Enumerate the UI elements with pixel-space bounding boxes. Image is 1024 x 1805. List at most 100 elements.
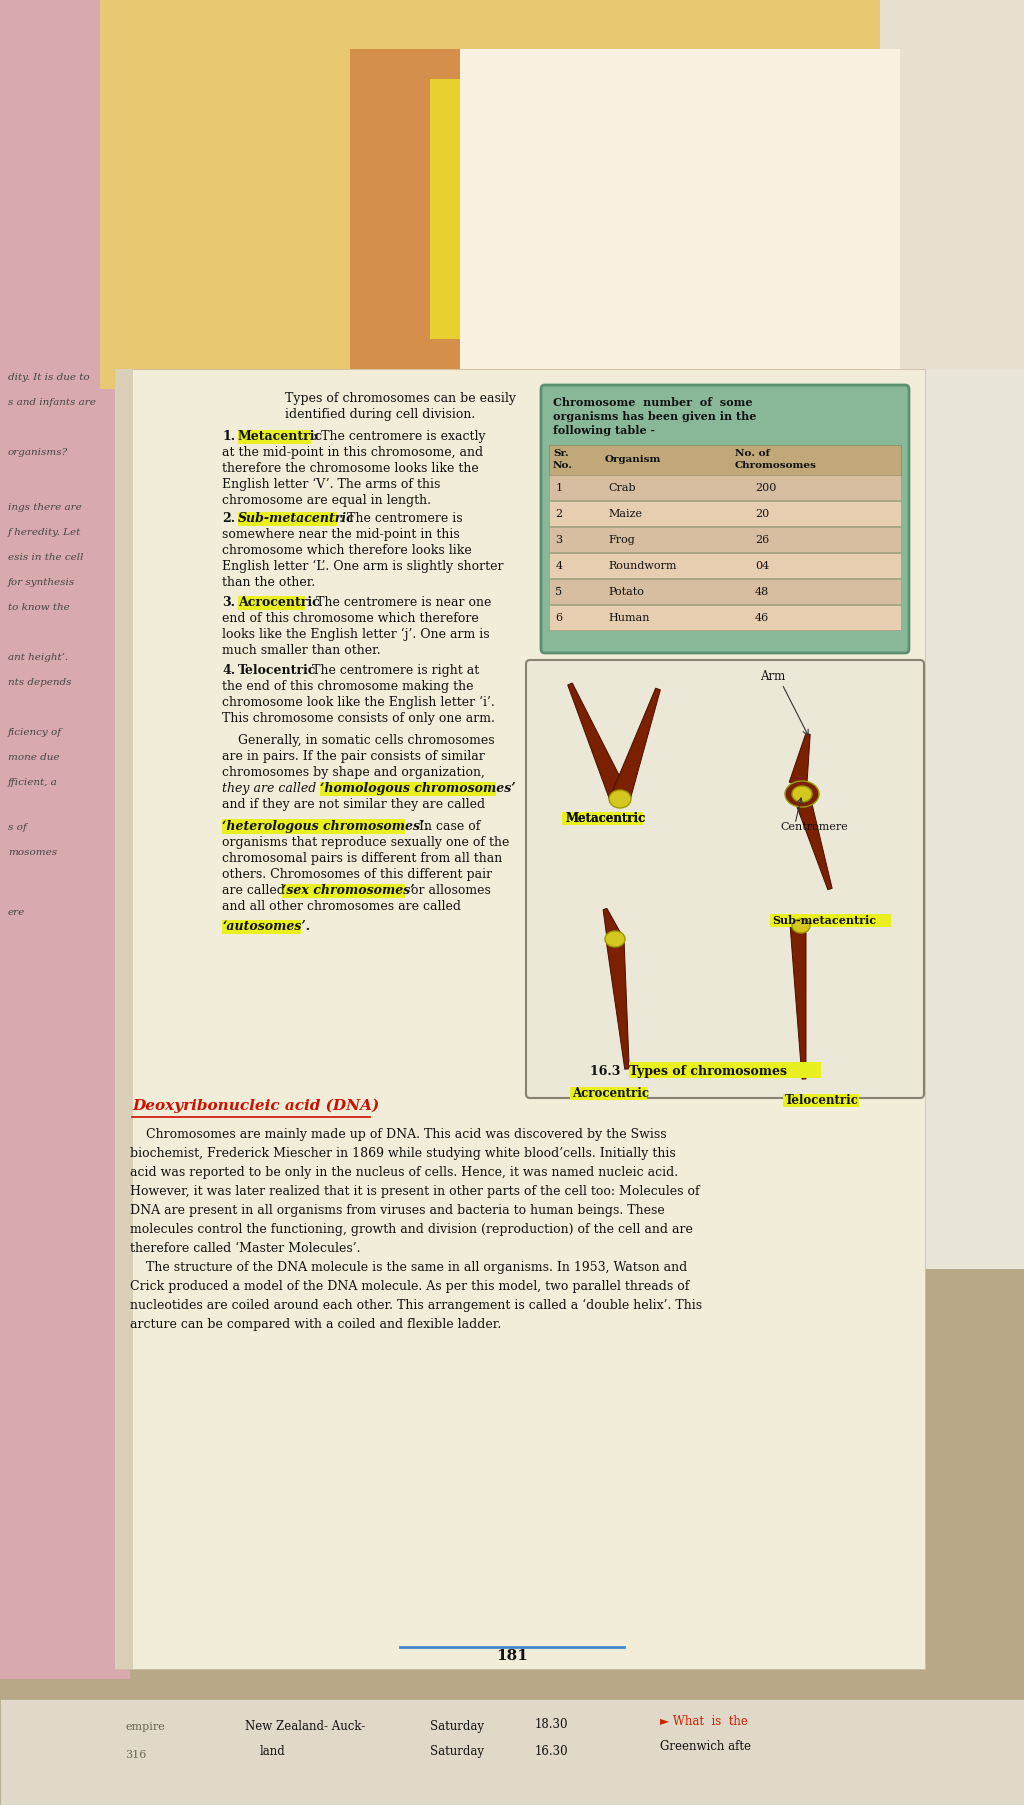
Text: 3: 3 — [555, 534, 562, 545]
Text: : The centromere is right at: : The centromere is right at — [304, 664, 479, 677]
Text: Metacentric: Metacentric — [565, 812, 645, 825]
Text: biochemist, Frederick Miescher in 1869 while studying white blood’cells. Initial: biochemist, Frederick Miescher in 1869 w… — [130, 1146, 676, 1159]
FancyBboxPatch shape — [549, 477, 901, 500]
Text: ‘autosomes’.: ‘autosomes’. — [222, 919, 310, 933]
Text: arcture can be compared with a coiled and flexible ladder.: arcture can be compared with a coiled an… — [130, 1318, 502, 1330]
Text: No.: No. — [553, 460, 573, 469]
Text: or allosomes: or allosomes — [407, 883, 490, 897]
Text: 1.: 1. — [222, 430, 236, 442]
Text: 181: 181 — [496, 1648, 528, 1662]
Text: s and infants are: s and infants are — [8, 397, 96, 406]
Text: : The centromere is exactly: : The centromere is exactly — [313, 430, 485, 442]
Text: mone due: mone due — [8, 753, 59, 762]
Text: land: land — [260, 1744, 286, 1756]
Text: This chromosome consists of only one arm.: This chromosome consists of only one arm… — [222, 711, 495, 724]
Ellipse shape — [605, 931, 625, 948]
Text: Chromosome  number  of  some: Chromosome number of some — [553, 397, 753, 408]
Text: 2.: 2. — [222, 511, 236, 525]
Text: 4.: 4. — [222, 664, 236, 677]
Text: 46: 46 — [755, 612, 769, 623]
Polygon shape — [790, 924, 806, 1079]
Text: Generally, in somatic cells chromosomes: Generally, in somatic cells chromosomes — [222, 733, 495, 747]
Polygon shape — [790, 735, 810, 787]
Text: Roundworm: Roundworm — [608, 561, 677, 570]
Text: 4: 4 — [555, 561, 562, 570]
Polygon shape — [603, 910, 623, 942]
Text: Saturday: Saturday — [430, 1718, 484, 1733]
Text: molecules control the functioning, growth and division (reproduction) of the cel: molecules control the functioning, growt… — [130, 1222, 693, 1235]
Text: Types of chromosomes can be easily: Types of chromosomes can be easily — [285, 392, 516, 404]
Text: therefore called ‘Master Molecules’.: therefore called ‘Master Molecules’. — [130, 1242, 360, 1254]
Text: Human: Human — [608, 612, 649, 623]
FancyBboxPatch shape — [549, 502, 901, 527]
Text: acid was reported to be only in the nucleus of cells. Hence, it was named nuclei: acid was reported to be only in the nucl… — [130, 1166, 678, 1179]
Polygon shape — [790, 782, 833, 890]
Text: dity. It is due to: dity. It is due to — [8, 374, 90, 383]
Text: Organism: Organism — [605, 455, 662, 464]
Text: Greenwich afte: Greenwich afte — [660, 1738, 751, 1753]
FancyBboxPatch shape — [100, 0, 930, 390]
FancyBboxPatch shape — [549, 579, 901, 605]
Text: Chromosomes: Chromosomes — [735, 460, 817, 469]
Text: are called: are called — [222, 883, 289, 897]
Text: Saturday: Saturday — [430, 1744, 484, 1756]
Text: Potato: Potato — [608, 587, 644, 597]
Polygon shape — [606, 939, 629, 1070]
Text: ‘homologous chromosomes’: ‘homologous chromosomes’ — [319, 782, 516, 794]
Text: : The centromere is near one: : The centromere is near one — [308, 596, 492, 608]
FancyBboxPatch shape — [460, 51, 900, 370]
FancyBboxPatch shape — [561, 812, 642, 825]
Text: 6: 6 — [555, 612, 562, 623]
Text: ficiency of: ficiency of — [8, 727, 62, 736]
Ellipse shape — [609, 791, 631, 809]
Text: New Zealand- Auck-: New Zealand- Auck- — [245, 1718, 366, 1733]
Text: fficient, a: fficient, a — [8, 778, 57, 787]
Text: 3.: 3. — [222, 596, 234, 608]
Text: Metacentric: Metacentric — [565, 812, 645, 825]
Text: 5: 5 — [555, 587, 562, 597]
FancyBboxPatch shape — [115, 370, 133, 1670]
Text: esis in the cell: esis in the cell — [8, 552, 84, 561]
FancyBboxPatch shape — [430, 79, 460, 339]
Text: 200: 200 — [755, 482, 776, 493]
Text: and if they are not similar they are called: and if they are not similar they are cal… — [222, 798, 485, 810]
Polygon shape — [610, 690, 660, 803]
Text: empire: empire — [125, 1720, 165, 1731]
FancyBboxPatch shape — [0, 1699, 1024, 1805]
Text: No. of: No. of — [735, 449, 770, 458]
FancyBboxPatch shape — [880, 0, 1024, 399]
Text: ‘sex chromosomes’: ‘sex chromosomes’ — [282, 883, 415, 897]
Text: : The centromere is: : The centromere is — [339, 511, 463, 525]
Text: 18.30: 18.30 — [535, 1717, 568, 1729]
Text: nucleotides are coiled around each other. This arrangement is called a ‘double h: nucleotides are coiled around each other… — [130, 1298, 702, 1310]
FancyBboxPatch shape — [629, 1063, 821, 1078]
FancyBboxPatch shape — [350, 51, 930, 370]
Text: 48: 48 — [755, 587, 769, 597]
Text: chromosome look like the English letter ‘i’.: chromosome look like the English letter … — [222, 695, 495, 709]
Text: than the other.: than the other. — [222, 576, 315, 588]
FancyBboxPatch shape — [238, 596, 304, 610]
Text: English letter ‘L’. One arm is slightly shorter: English letter ‘L’. One arm is slightly … — [222, 560, 504, 572]
Text: 1: 1 — [555, 482, 562, 493]
Text: ‘heterologous chromosomes’.: ‘heterologous chromosomes’. — [222, 819, 429, 832]
FancyBboxPatch shape — [238, 430, 310, 444]
Text: 16.30: 16.30 — [535, 1744, 568, 1756]
Text: mosomes: mosomes — [8, 848, 57, 857]
Text: therefore the chromosome looks like the: therefore the chromosome looks like the — [222, 462, 479, 475]
Text: 16.3  Types of chromosomes: 16.3 Types of chromosomes — [590, 1065, 787, 1078]
Text: Crick produced a model of the DNA molecule. As per this model, two parallel thre: Crick produced a model of the DNA molecu… — [130, 1280, 689, 1292]
FancyBboxPatch shape — [782, 1094, 858, 1106]
Text: and all other chromosomes are called: and all other chromosomes are called — [222, 899, 461, 913]
Text: somewhere near the mid-point in this: somewhere near the mid-point in this — [222, 527, 460, 542]
Text: to know the: to know the — [8, 603, 70, 612]
Ellipse shape — [785, 782, 819, 807]
Text: Telocentric: Telocentric — [238, 664, 316, 677]
Ellipse shape — [792, 787, 812, 803]
Text: organisms?: organisms? — [8, 448, 69, 457]
Text: end of this chromosome which therefore: end of this chromosome which therefore — [222, 612, 479, 625]
FancyBboxPatch shape — [238, 513, 337, 527]
Text: chromosomal pairs is different from all than: chromosomal pairs is different from all … — [222, 852, 502, 865]
Text: Metacentric: Metacentric — [238, 430, 324, 442]
Text: f heredity. Let: f heredity. Let — [8, 527, 81, 536]
Text: 316: 316 — [125, 1749, 146, 1760]
